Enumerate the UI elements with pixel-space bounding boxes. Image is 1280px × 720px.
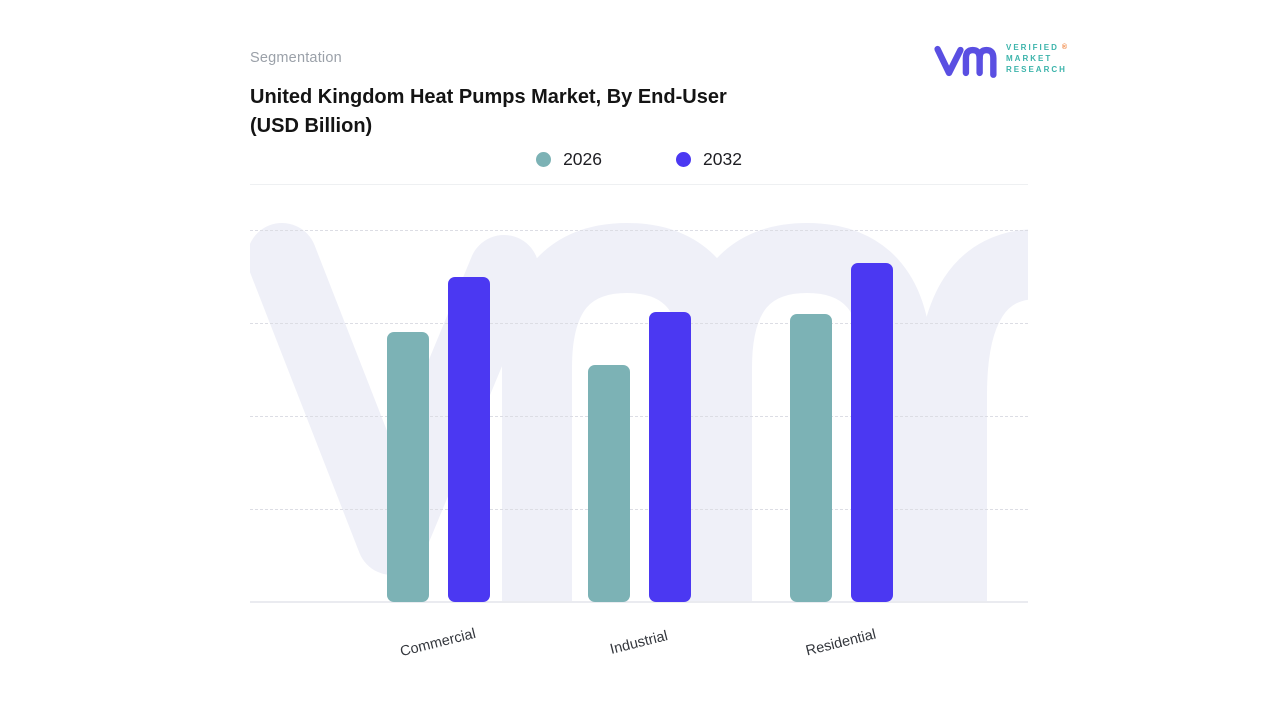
x-axis-line xyxy=(250,601,1028,603)
legend-label: 2026 xyxy=(563,149,602,169)
bar-commercial-2026[interactable] xyxy=(386,332,429,602)
legend-item-2026[interactable]: 2026 xyxy=(536,149,602,170)
bar-residential-2026[interactable] xyxy=(789,313,832,602)
legend-item-2032[interactable]: 2032 xyxy=(676,149,742,170)
registered-trademark-icon: ® xyxy=(1061,44,1068,51)
logo-line-verified: VERIFIED xyxy=(1006,43,1059,52)
chart-title: United Kingdom Heat Pumps Market, By End… xyxy=(250,83,727,141)
plot-area xyxy=(250,200,1028,603)
logo-line-research: RESEARCH xyxy=(1006,65,1067,74)
legend-separator xyxy=(250,184,1028,185)
bar-commercial-2032[interactable] xyxy=(447,276,490,602)
vmr-logo-mark-icon xyxy=(934,45,997,78)
section-label: Segmentation xyxy=(250,50,342,66)
x-label-residential: Residential xyxy=(804,626,879,660)
chart-title-line1: United Kingdom Heat Pumps Market, By End… xyxy=(250,86,727,108)
gridline xyxy=(250,509,1028,510)
legend-label: 2032 xyxy=(703,149,742,169)
gridline xyxy=(250,416,1028,417)
legend-dot-icon xyxy=(676,152,691,167)
vmr-logo: VERIFIED ® MARKET RESEARCH xyxy=(933,38,1067,84)
x-label-commercial: Commercial xyxy=(398,625,478,661)
logo-line-market: MARKET xyxy=(1006,54,1053,63)
chart-title-line2: (USD Billion) xyxy=(250,115,373,137)
bar-industrial-2026[interactable] xyxy=(587,364,630,602)
gridline xyxy=(250,230,1028,231)
legend-dot-icon xyxy=(536,152,552,167)
bar-industrial-2032[interactable] xyxy=(648,311,691,602)
legend: 2026 2032 xyxy=(250,149,1028,170)
bar-residential-2032[interactable] xyxy=(850,262,893,602)
x-axis-labels: Commercial Industrial Residential xyxy=(250,603,1028,698)
gridline xyxy=(250,323,1028,324)
vmr-watermark-icon xyxy=(250,223,1028,603)
x-label-industrial: Industrial xyxy=(608,628,670,658)
vmr-logo-text: VERIFIED ® MARKET RESEARCH xyxy=(1006,42,1067,75)
